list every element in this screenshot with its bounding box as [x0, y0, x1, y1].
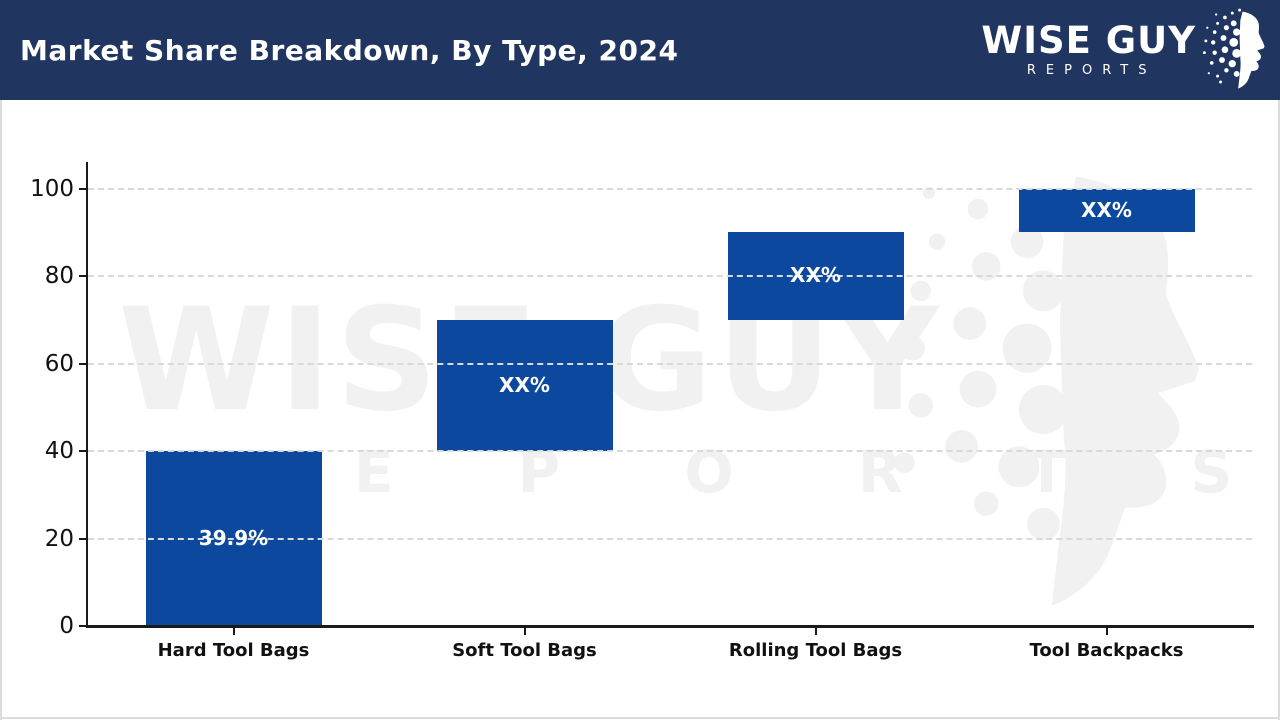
y-tick-mark-40 — [79, 450, 87, 452]
bar-soft-tool-bags — [436, 319, 613, 451]
x-tick-label-0: Hard Tool Bags — [157, 640, 310, 661]
y-tick-mark-0 — [79, 625, 87, 627]
x-tick-mark-0 — [232, 628, 235, 635]
y-tick-label-20: 20 — [44, 525, 74, 552]
x-tick-label-1: Soft Tool Bags — [452, 640, 597, 661]
bar-value-label: XX% — [790, 263, 841, 288]
y-tick-mark-20 — [79, 537, 87, 540]
x-tick-mark-2 — [814, 628, 817, 635]
y-tick-mark-80 — [79, 275, 87, 277]
y-tick-label-0: 0 — [59, 613, 74, 639]
watermark-subtitle: R E P O R T S — [185, 438, 1280, 506]
gridline-80 — [88, 275, 1252, 277]
x-tick-label-3: Tool Backpacks — [1029, 640, 1184, 661]
bar-tool-backpacks — [1018, 188, 1195, 233]
gridline-100 — [88, 187, 1252, 190]
gridline-60 — [88, 362, 1252, 365]
y-tick-mark-100 — [79, 187, 87, 190]
bar-value-label: XX% — [1081, 197, 1132, 222]
watermark-face-icon — [894, 176, 1199, 606]
y-tick-label-100: 100 — [30, 175, 74, 202]
x-tick-mark-1 — [523, 628, 526, 635]
y-tick-label-80: 80 — [44, 263, 74, 289]
gridline-20 — [88, 537, 1252, 540]
x-tick-label-2: Rolling Tool Bags — [728, 640, 903, 661]
x-tick-mark-3 — [1105, 628, 1108, 635]
y-axis-spine — [86, 162, 88, 628]
gridline-40 — [88, 450, 1252, 452]
page-border-bottom — [0, 717, 1280, 719]
y-tick-label-60: 60 — [44, 350, 74, 377]
bar-value-label: 39.9% — [198, 526, 269, 551]
y-tick-mark-60 — [79, 362, 87, 365]
plot-area: 0 20 40 60 80 100 39.9% Hard Tool Bags XX% Soft T… — [0, 100, 1280, 720]
page-border-right — [1278, 100, 1280, 720]
wiseguy-logo: WISE GUY REPORTS — [981, 6, 1266, 92]
y-tick-label-40: 40 — [44, 438, 74, 464]
page-title: Market Share Breakdown, By Type, 2024 — [20, 33, 679, 67]
bar-value-label: XX% — [499, 372, 550, 397]
page-border-left — [0, 100, 2, 720]
wiseguy-face-icon — [1202, 8, 1265, 89]
logo-wordmark: WISE GUY — [981, 18, 1196, 62]
wiseguy-logo-text: WISE GUY REPORTS — [981, 18, 1196, 78]
x-axis-spine — [86, 625, 1254, 628]
logo-subtitle: REPORTS — [1026, 62, 1157, 78]
header-bar: Market Share Breakdown, By Type, 2024 WI… — [0, 0, 1280, 100]
